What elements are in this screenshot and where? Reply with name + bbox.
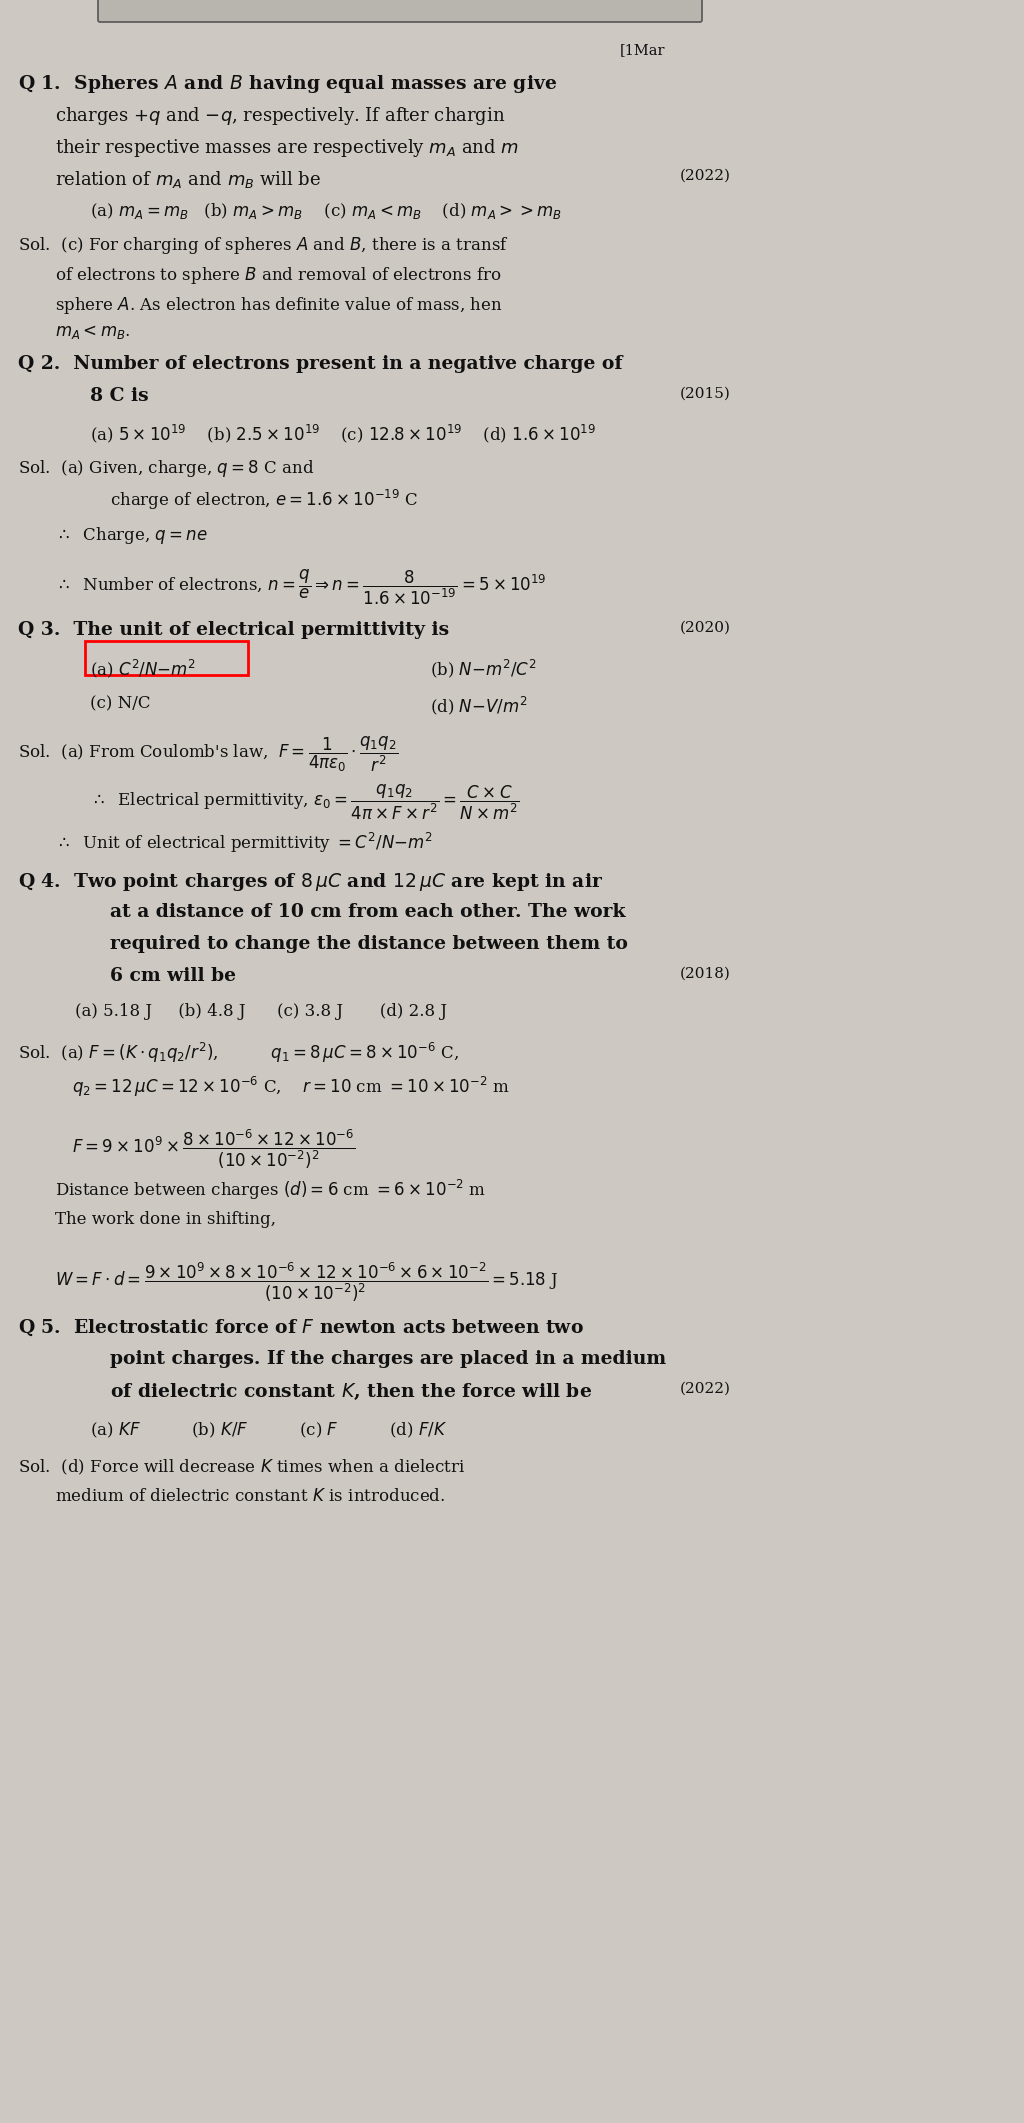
Text: (2022): (2022) <box>680 1382 731 1397</box>
Text: of dielectric constant $K$, then the force will be: of dielectric constant $K$, then the for… <box>110 1382 592 1401</box>
Text: (a) $m_A = m_B$   (b) $m_A > m_B$    (c) $m_A < m_B$    (d) $m_A >> m_B$: (a) $m_A = m_B$ (b) $m_A > m_B$ (c) $m_A… <box>90 202 562 221</box>
Text: sphere $A$. As electron has definite value of mass, hen: sphere $A$. As electron has definite val… <box>55 295 503 316</box>
Text: Sol.  (c) For charging of spheres $A$ and $B$, there is a transf: Sol. (c) For charging of spheres $A$ and… <box>18 236 509 257</box>
Text: Q 2.  Number of electrons present in a negative charge of: Q 2. Number of electrons present in a ne… <box>18 355 623 374</box>
Text: 6 cm will be: 6 cm will be <box>110 966 236 985</box>
Text: Sol.  (d) Force will decrease $K$ times when a dielectri: Sol. (d) Force will decrease $K$ times w… <box>18 1459 465 1478</box>
Text: $F = 9\times10^9 \times \dfrac{8\times10^{-6}\times12\times10^{-6}}{(10\times10^: $F = 9\times10^9 \times \dfrac{8\times10… <box>72 1127 355 1172</box>
Text: required to change the distance between them to: required to change the distance between … <box>110 934 628 953</box>
FancyBboxPatch shape <box>98 0 702 21</box>
Text: $W = F\cdot d = \dfrac{9\times10^9 \times 8\times10^{-6}\times12\times10^{-6}\ti: $W = F\cdot d = \dfrac{9\times10^9 \time… <box>55 1261 559 1304</box>
Text: of electrons to sphere $B$ and removal of electrons fro: of electrons to sphere $B$ and removal o… <box>55 265 502 287</box>
Text: $\therefore$  Number of electrons, $n = \dfrac{q}{e} \Rightarrow n = \dfrac{8}{1: $\therefore$ Number of electrons, $n = \… <box>55 569 547 607</box>
Text: Sol.  (a) From Coulomb's law,  $F = \dfrac{1}{4\pi\varepsilon_0}\cdot\dfrac{q_1 : Sol. (a) From Coulomb's law, $F = \dfrac… <box>18 735 398 775</box>
Text: (a) $5\times10^{19}$    (b) $2.5\times10^{19}$    (c) $12.8\times10^{19}$    (d): (a) $5\times10^{19}$ (b) $2.5\times10^{1… <box>90 422 596 446</box>
Text: their respective masses are respectively $m_A$ and $m$: their respective masses are respectively… <box>55 138 519 159</box>
Text: Q 5.  Electrostatic force of $F$ newton acts between two: Q 5. Electrostatic force of $F$ newton a… <box>18 1318 584 1337</box>
Text: (2020): (2020) <box>680 622 731 635</box>
Text: Distance between charges $(d) = 6$ cm $= 6\times10^{-2}$ m: Distance between charges $(d) = 6$ cm $=… <box>55 1178 486 1202</box>
Text: (c) N/C: (c) N/C <box>90 694 151 711</box>
Text: Q 3.  The unit of electrical permittivity is: Q 3. The unit of electrical permittivity… <box>18 622 450 639</box>
Text: Sol.  (a) $F = (K\cdot q_1 q_2 / r^2)$,          $q_1 = 8\,\mu C = 8\times10^{-6: Sol. (a) $F = (K\cdot q_1 q_2 / r^2)$, $… <box>18 1040 459 1066</box>
Text: (2018): (2018) <box>680 966 731 981</box>
Text: charge of electron, $e = 1.6\times10^{-19}$ C: charge of electron, $e = 1.6\times10^{-1… <box>110 488 418 512</box>
Text: $\therefore$  Charge, $q = ne$: $\therefore$ Charge, $q = ne$ <box>55 524 208 546</box>
Text: $m_A < m_B$.: $m_A < m_B$. <box>55 323 130 342</box>
Text: The work done in shifting,: The work done in shifting, <box>55 1210 276 1227</box>
Text: (b) $N\mathrm{-}m^2/C^2$: (b) $N\mathrm{-}m^2/C^2$ <box>430 658 537 679</box>
Text: at a distance of 10 cm from each other. The work: at a distance of 10 cm from each other. … <box>110 902 626 921</box>
Text: (a) $C^2/N\mathrm{-}m^2$: (a) $C^2/N\mathrm{-}m^2$ <box>90 658 197 679</box>
Text: $q_2 = 12\,\mu C = 12\times10^{-6}$ C,    $r = 10$ cm $= 10\times10^{-2}$ m: $q_2 = 12\,\mu C = 12\times10^{-6}$ C, $… <box>72 1074 510 1100</box>
Text: Q 1.  Spheres $A$ and $B$ having equal masses are give: Q 1. Spheres $A$ and $B$ having equal ma… <box>18 72 557 96</box>
Text: [1Mar: [1Mar <box>620 42 666 57</box>
Text: relation of $m_A$ and $m_B$ will be: relation of $m_A$ and $m_B$ will be <box>55 170 322 189</box>
Text: medium of dielectric constant $K$ is introduced.: medium of dielectric constant $K$ is int… <box>55 1488 445 1505</box>
Text: (2015): (2015) <box>680 386 731 401</box>
Text: charges $+q$ and $-q$, respectively. If after chargin: charges $+q$ and $-q$, respectively. If … <box>55 104 506 127</box>
Text: (a) $KF$          (b) $K/F$          (c) $F$          (d) $F/K$: (a) $KF$ (b) $K/F$ (c) $F$ (d) $F/K$ <box>90 1420 447 1439</box>
Text: Q 4.  Two point charges of $8\,\mu C$ and $12\,\mu C$ are kept in air: Q 4. Two point charges of $8\,\mu C$ and… <box>18 870 603 894</box>
Text: (d) $N\mathrm{-}V/m^2$: (d) $N\mathrm{-}V/m^2$ <box>430 694 527 718</box>
Text: (2022): (2022) <box>680 170 731 183</box>
Text: $\therefore$  Electrical permittivity, $\varepsilon_0 = \dfrac{q_1 q_2}{4\pi \ti: $\therefore$ Electrical permittivity, $\… <box>90 783 520 822</box>
Text: (a) 5.18 J     (b) 4.8 J      (c) 3.8 J       (d) 2.8 J: (a) 5.18 J (b) 4.8 J (c) 3.8 J (d) 2.8 J <box>75 1002 447 1019</box>
Text: point charges. If the charges are placed in a medium: point charges. If the charges are placed… <box>110 1350 667 1367</box>
Bar <box>85 641 248 675</box>
Text: 8 C is: 8 C is <box>90 386 148 405</box>
Text: $\therefore$  Unit of electrical permittivity $= C^2/N\mathrm{-}m^2$: $\therefore$ Unit of electrical permitti… <box>55 830 433 856</box>
Text: Sol.  (a) Given, charge, $q = 8$ C and: Sol. (a) Given, charge, $q = 8$ C and <box>18 459 314 480</box>
